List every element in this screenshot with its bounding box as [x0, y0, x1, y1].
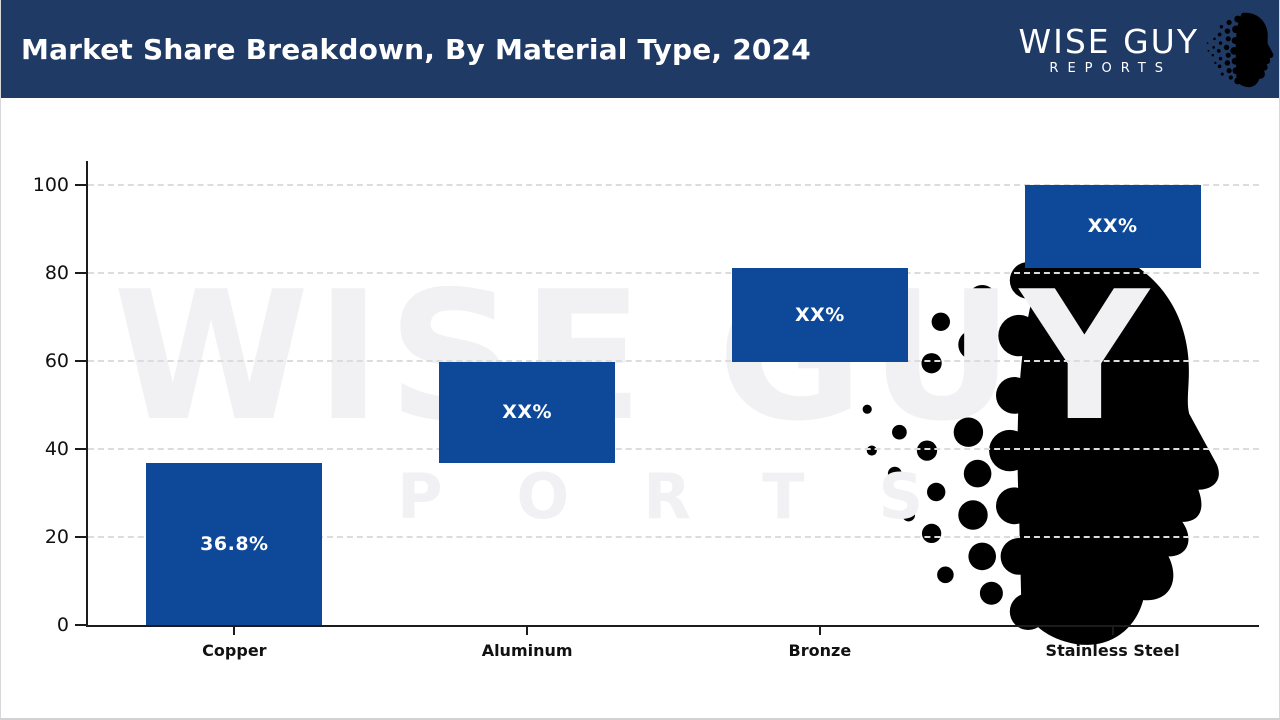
- y-tick-label: 100: [32, 174, 69, 196]
- gridline-y20: [88, 536, 1259, 538]
- gridline-y60: [88, 360, 1259, 362]
- x-tick-label: Bronze: [788, 641, 852, 660]
- y-tick-label: 20: [44, 526, 69, 548]
- y-tick-mark: [75, 624, 88, 626]
- bar-value-label: 36.8%: [200, 533, 269, 556]
- bar-bronze: XX%: [731, 267, 908, 362]
- wise-guy-head-icon: [1206, 12, 1274, 88]
- x-tick-mark: [526, 627, 529, 635]
- x-tick-mark: [1111, 627, 1114, 635]
- y-tick-label: 60: [44, 350, 69, 372]
- y-tick-mark: [75, 184, 88, 186]
- y-tick-mark: [75, 448, 88, 450]
- bar-stainless-steel: XX%: [1024, 185, 1201, 268]
- y-tick-mark: [75, 536, 88, 538]
- y-axis-line: [86, 161, 88, 627]
- logo-subtext: REPORTS: [1049, 60, 1173, 76]
- x-axis-line: [86, 625, 1259, 627]
- brand-logo: WISE GUY REPORTS: [1018, 4, 1279, 96]
- header: Market Share Breakdown, By Material Type…: [1, 0, 1279, 98]
- x-tick-label: Aluminum: [481, 641, 573, 660]
- x-tick-mark: [818, 627, 821, 635]
- page-title: Market Share Breakdown, By Material Type…: [21, 32, 811, 66]
- gridline-y100: [88, 184, 1259, 186]
- x-tick-label: Stainless Steel: [1045, 641, 1180, 660]
- x-tick-mark: [233, 627, 236, 635]
- plot: 0 20 40 60 80 100 36.8% Copper XX% Aluminum XX% Bro…: [1, 98, 1279, 718]
- y-tick-label: 0: [56, 614, 69, 636]
- y-tick-label: 40: [44, 438, 69, 460]
- y-tick-label: 80: [44, 262, 69, 284]
- bar-value-label: XX%: [502, 401, 553, 424]
- logo-wordmark: WISE GUY: [1018, 21, 1199, 61]
- x-tick-label: Copper: [202, 641, 267, 660]
- chart-area: WISE GUY REPORTS 0 20 40 60 80 100 36.8% Copper…: [1, 98, 1279, 718]
- y-tick-mark: [75, 360, 88, 362]
- bar-value-label: XX%: [794, 303, 845, 326]
- gridline-y40: [88, 448, 1259, 450]
- y-tick-mark: [75, 272, 88, 274]
- bar-copper: 36.8%: [146, 463, 323, 625]
- brand-logo-text: WISE GUY REPORTS: [1018, 25, 1199, 76]
- bar-aluminum: XX%: [439, 361, 616, 464]
- bar-value-label: XX%: [1087, 215, 1138, 238]
- gridline-y80: [88, 272, 1259, 274]
